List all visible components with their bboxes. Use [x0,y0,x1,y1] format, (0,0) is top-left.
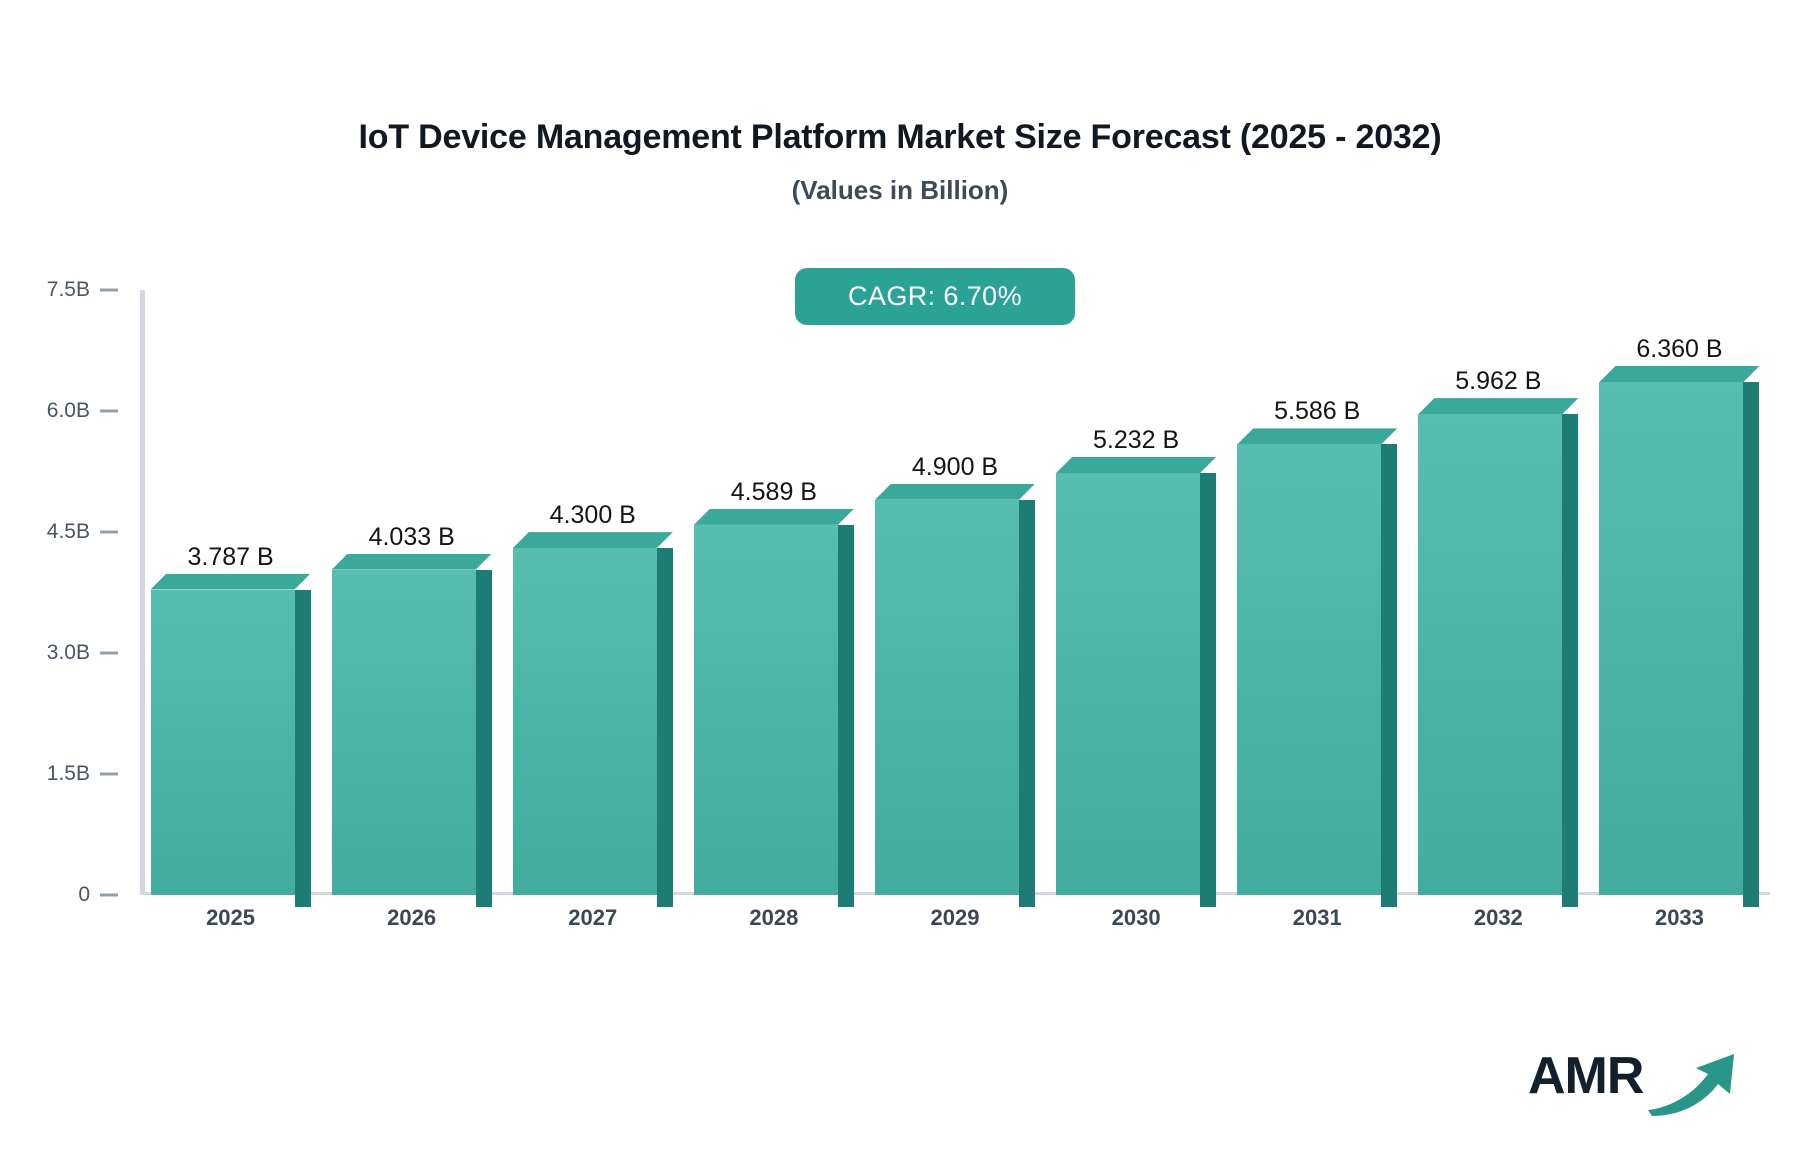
bar-value-label: 5.232 B [1093,425,1180,454]
bar-front-face [1237,444,1382,895]
y-tick-label: 0 [78,883,90,906]
bar-value-label: 5.962 B [1455,367,1542,396]
bar-top-bevel [1056,456,1217,473]
bar-value-label: 4.900 B [911,452,999,481]
y-tick-dash [100,893,118,897]
y-tick-dash [100,288,118,292]
bar [150,573,311,907]
x-axis-label: 2030 [1111,905,1161,930]
bar-value-label: 4.033 B [368,522,455,551]
y-tick-label: 1.5B [46,762,90,785]
bar [1418,398,1579,907]
bar-front-face [512,548,657,895]
x-axis-label: 2029 [930,905,980,930]
y-tick-label: 7.5B [46,278,90,301]
bar-value-label: 4.589 B [730,477,817,506]
bar-value-label: 4.300 B [549,501,636,530]
bar-side-face [656,548,673,907]
bar-side-face [1743,381,1760,907]
bar [1056,456,1217,907]
y-tick-dash [100,772,118,776]
x-axis-label: 2028 [749,905,799,930]
y-axis-line [140,290,145,895]
y-tick-dash [100,409,118,413]
chart-title: IoT Device Management Platform Market Si… [358,118,1442,156]
bar-side-face [1019,499,1035,907]
x-axis-label: 2032 [1473,905,1523,930]
bar-front-face [150,589,295,895]
x-axis-label: 2027 [568,905,618,930]
bar-side-face [475,569,492,907]
bar-top-bevel [331,553,492,570]
bar-top-bevel [1418,398,1579,415]
bar [875,483,1035,907]
x-axis-label: 2025 [206,905,256,930]
bar [693,508,854,907]
y-tick-label: 3.0B [46,641,90,664]
bars-layer: 3.787 B 4.033 B 4.300 B 4.589 B 4.900 B 5.232… [140,290,1770,907]
bar-front-face [1418,414,1563,895]
bar-front-face [693,524,838,895]
bar-top-bevel [150,573,311,590]
bar-side-face [1562,414,1579,907]
y-tick-label: 4.5B [46,520,90,543]
bar [331,553,492,907]
x-axis-label: 2026 [387,905,437,930]
bar-side-face [1200,472,1217,907]
bar-side-face [1381,444,1398,907]
bar [1599,365,1760,907]
bar-side-face [294,589,311,907]
x-axis-label: 2031 [1292,905,1342,930]
plot-area: 3.787 B 4.033 B 4.300 B 4.589 B 4.900 B 5.232… [140,290,1770,907]
growth-arrow-icon [1648,1054,1734,1116]
bar-value-label: 5.586 B [1274,397,1361,426]
bar-front-face [1056,472,1201,895]
bar-value-label: 6.360 B [1636,334,1723,363]
x-axis-labels: 2025 2026 2027 2028 2029 2030 2031 2032 2033 [140,905,1770,945]
bar [512,532,673,907]
x-axis-label: 2033 [1654,905,1704,930]
bar-front-face [1599,381,1744,895]
y-tick-label: 6.0B [46,399,90,422]
bar-value-label: 3.787 B [187,542,274,571]
bar-top-bevel [693,508,854,525]
cagr-badge: CAGR: 6.70% [795,268,1075,325]
y-tick-dash [100,651,118,655]
bar-front-face [331,569,476,895]
chart-subtitle: (Values in Billion) [791,175,1009,205]
logo-text: AMR [1528,1047,1644,1105]
bar-top-bevel [1599,365,1760,382]
amr-logo: AMR [1528,1040,1738,1120]
bar-top-bevel [512,532,673,549]
bar-front-face [875,499,1019,895]
bar [1237,428,1398,907]
bar-side-face [837,524,854,907]
y-tick-dash [100,530,118,534]
bar-top-bevel [1237,428,1398,445]
bar-top-bevel [875,483,1035,500]
